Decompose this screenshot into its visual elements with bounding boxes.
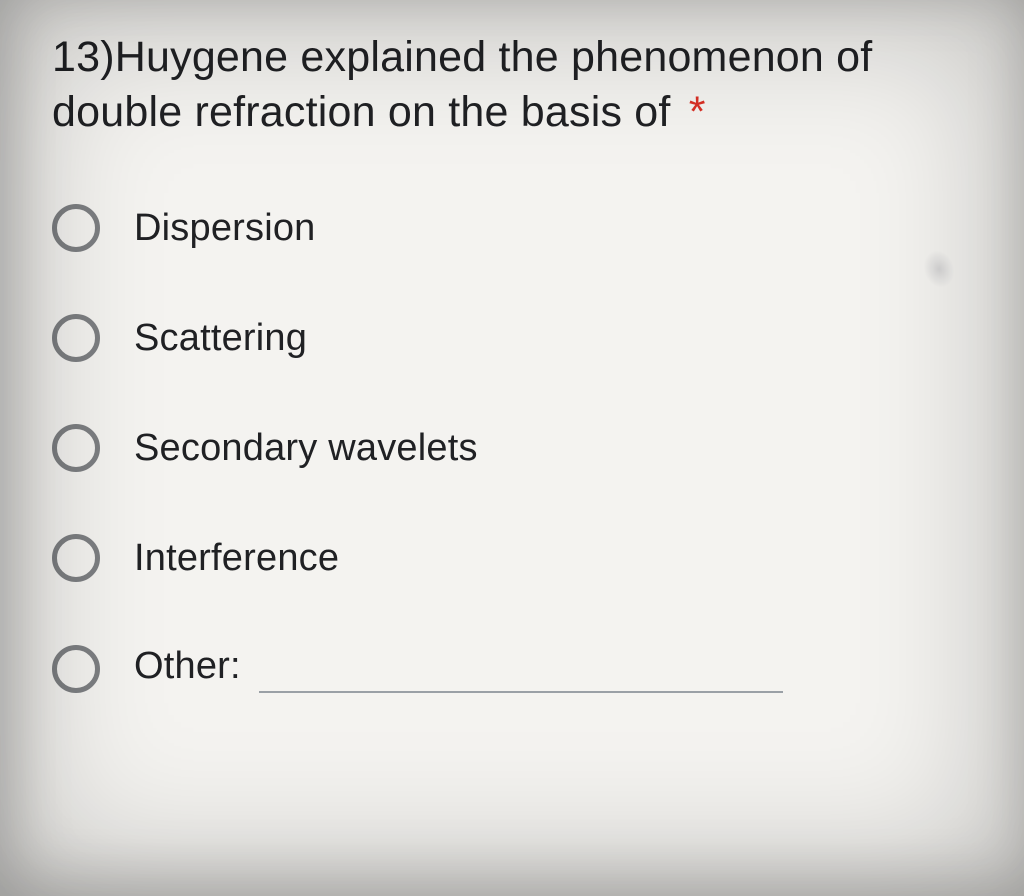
option-other[interactable]: Other:	[52, 644, 972, 693]
question-number: 13)	[52, 33, 115, 81]
option-secondary-wavelets[interactable]: Secondary wavelets	[52, 424, 972, 472]
other-input[interactable]	[259, 644, 783, 693]
options-group: Dispersion Scattering Secondary wavelets…	[52, 204, 972, 693]
option-label: Dispersion	[134, 207, 316, 250]
question-text: 13)Huygene explained the phenomenon of d…	[52, 30, 972, 140]
radio-icon[interactable]	[52, 534, 100, 582]
required-marker: *	[689, 88, 706, 136]
question-body: Huygene explained the phenomenon of doub…	[52, 33, 872, 136]
radio-icon[interactable]	[52, 314, 100, 362]
option-label: Scattering	[134, 317, 307, 360]
option-label: Interference	[134, 537, 339, 580]
other-label: Other:	[134, 645, 241, 688]
question-card: 13)Huygene explained the phenomenon of d…	[0, 0, 1024, 896]
radio-icon[interactable]	[52, 204, 100, 252]
radio-icon[interactable]	[52, 424, 100, 472]
option-dispersion[interactable]: Dispersion	[52, 204, 972, 252]
option-label: Secondary wavelets	[134, 427, 478, 470]
option-scattering[interactable]: Scattering	[52, 314, 972, 362]
radio-icon[interactable]	[52, 645, 100, 693]
other-wrap: Other:	[134, 644, 972, 693]
option-interference[interactable]: Interference	[52, 534, 972, 582]
